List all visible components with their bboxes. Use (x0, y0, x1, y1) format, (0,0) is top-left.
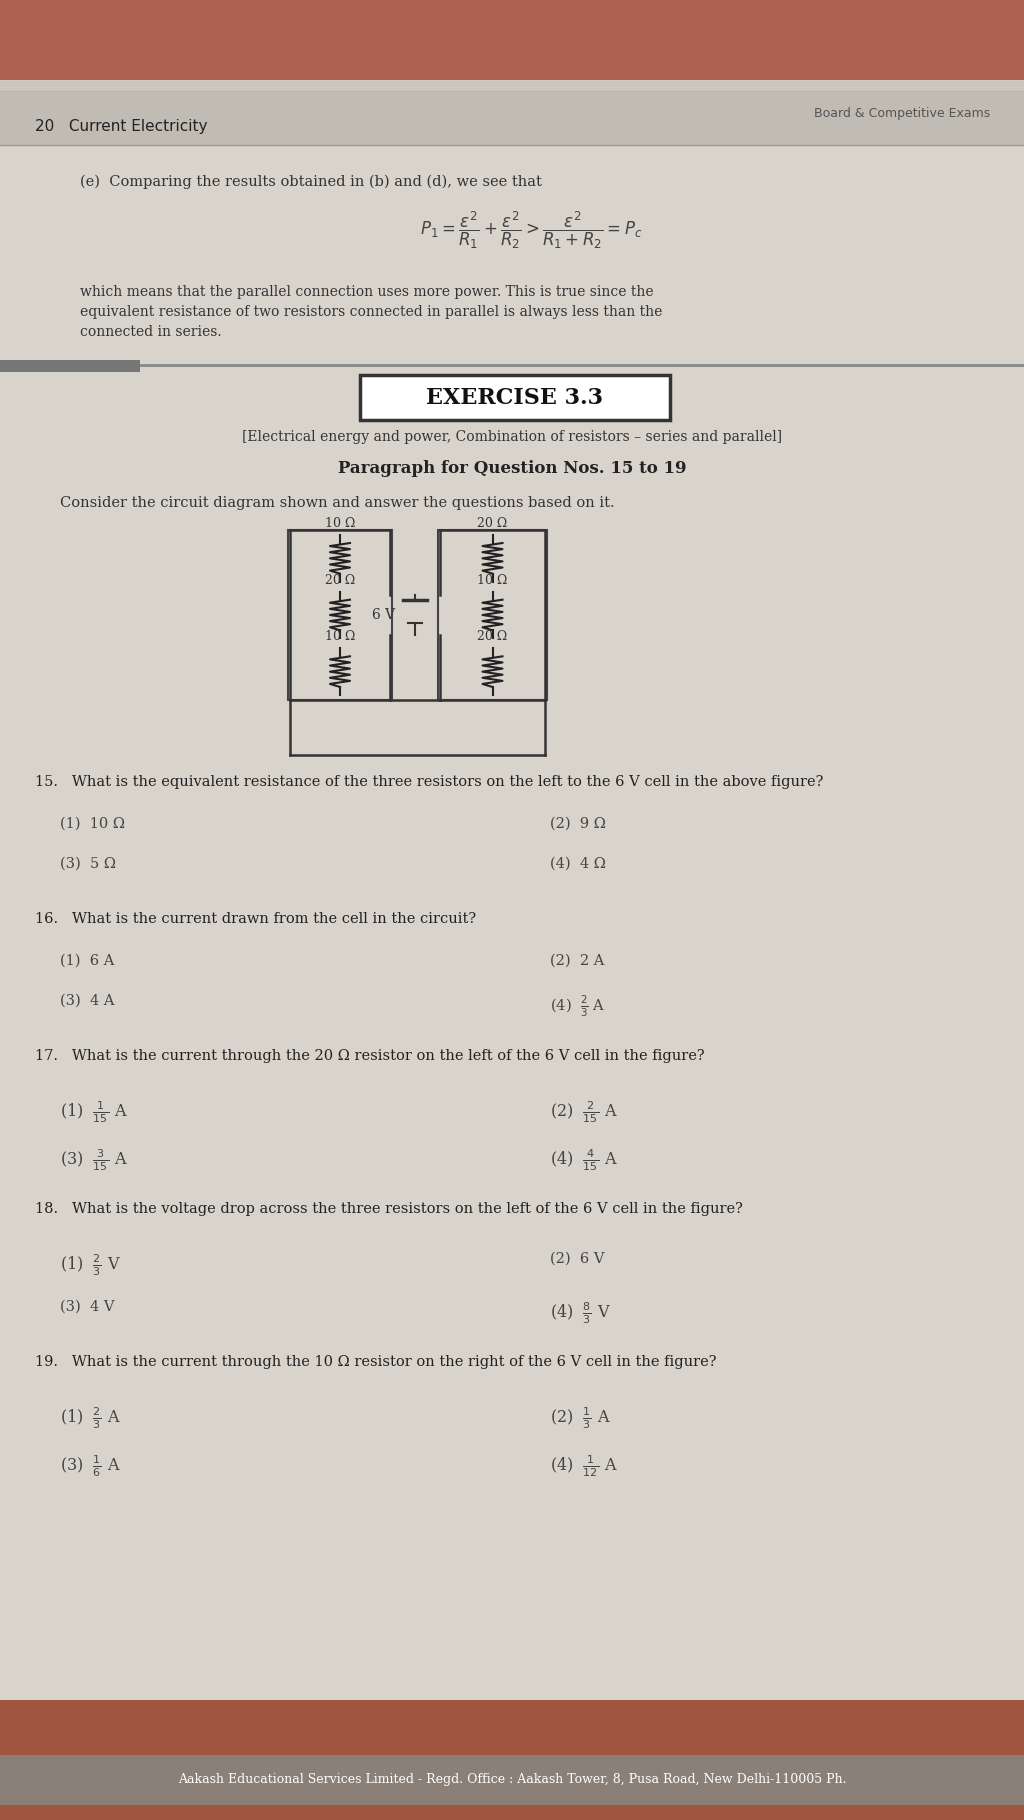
Text: (4)  $\frac{2}{3}$ A: (4) $\frac{2}{3}$ A (550, 994, 606, 1019)
Text: 6 V: 6 V (372, 608, 395, 622)
Bar (0, 87, 1024, 91)
Text: (1)  10 Ω: (1) 10 Ω (60, 817, 125, 832)
Text: (3)  4 V: (3) 4 V (60, 1299, 115, 1314)
Text: (4)  $\frac{1}{12}$ A: (4) $\frac{1}{12}$ A (550, 1452, 617, 1480)
Text: 16.   What is the current drawn from the cell in the circuit?: 16. What is the current drawn from the c… (35, 912, 476, 926)
Text: connected in series.: connected in series. (80, 326, 221, 339)
Text: (4)  4 Ω: (4) 4 Ω (550, 857, 606, 872)
Text: (2)  $\frac{2}{15}$ A: (2) $\frac{2}{15}$ A (550, 1099, 617, 1125)
Text: Paragraph for Question Nos. 15 to 19: Paragraph for Question Nos. 15 to 19 (338, 460, 686, 477)
Bar (0, 1680, 1024, 1820)
Text: (3)  $\frac{1}{6}$ A: (3) $\frac{1}{6}$ A (60, 1452, 121, 1480)
Text: equivalent resistance of two resistors connected in parallel is always less than: equivalent resistance of two resistors c… (80, 306, 663, 318)
Bar (0, 1754, 1024, 1805)
Bar (360, 375, 670, 420)
Text: 17.   What is the current through the 20 Ω resistor on the left of the 6 V cell : 17. What is the current through the 20 Ω… (35, 1048, 705, 1063)
Text: which means that the parallel connection uses more power. This is true since the: which means that the parallel connection… (80, 286, 653, 298)
Text: (4)  $\frac{8}{3}$ V: (4) $\frac{8}{3}$ V (550, 1299, 611, 1325)
Text: (e)  Comparing the results obtained in (b) and (d), we see that: (e) Comparing the results obtained in (b… (80, 175, 542, 189)
Text: 10 Ω: 10 Ω (325, 630, 355, 642)
Text: (1)  $\frac{1}{15}$ A: (1) $\frac{1}{15}$ A (60, 1099, 128, 1125)
Text: (2)  2 A: (2) 2 A (550, 954, 604, 968)
Text: (1)  $\frac{2}{3}$ A: (1) $\frac{2}{3}$ A (60, 1405, 121, 1431)
Text: (4)  $\frac{4}{15}$ A: (4) $\frac{4}{15}$ A (550, 1147, 617, 1172)
Text: [Electrical energy and power, Combination of resistors – series and parallel]: [Electrical energy and power, Combinatio… (242, 430, 782, 444)
Text: 10 Ω: 10 Ω (477, 573, 508, 586)
Text: EXERCISE 3.3: EXERCISE 3.3 (427, 386, 603, 408)
Text: Board & Competitive Exams: Board & Competitive Exams (814, 107, 990, 120)
Bar (0, 80, 1024, 1700)
Text: (3)  $\frac{3}{15}$ A: (3) $\frac{3}{15}$ A (60, 1147, 128, 1172)
Text: 20 Ω: 20 Ω (477, 630, 508, 642)
Text: (2)  $\frac{1}{3}$ A: (2) $\frac{1}{3}$ A (550, 1405, 610, 1431)
Text: 18.   What is the voltage drop across the three resistors on the left of the 6 V: 18. What is the voltage drop across the … (35, 1201, 742, 1216)
Bar (0, 89, 1024, 146)
Bar (0, 80, 1024, 84)
Bar (0, 360, 140, 371)
Text: (2)  6 V: (2) 6 V (550, 1252, 604, 1267)
Bar (0, 86, 1024, 89)
Text: (1)  $\frac{2}{3}$ V: (1) $\frac{2}{3}$ V (60, 1252, 121, 1278)
Text: 20   Current Electricity: 20 Current Electricity (35, 118, 208, 133)
Bar (0, 82, 1024, 86)
Bar (0, 0, 1024, 120)
Text: (3)  5 Ω: (3) 5 Ω (60, 857, 116, 872)
Text: (1)  6 A: (1) 6 A (60, 954, 115, 968)
Text: Aakash Educational Services Limited - Regd. Office : Aakash Tower, 8, Pusa Road,: Aakash Educational Services Limited - Re… (178, 1773, 846, 1787)
Bar (288, 530, 392, 701)
Bar (0, 84, 1024, 87)
Text: 19.   What is the current through the 10 Ω resistor on the right of the 6 V cell: 19. What is the current through the 10 Ω… (35, 1356, 717, 1369)
Text: $P_1 = \dfrac{\varepsilon^2}{R_1} + \dfrac{\varepsilon^2}{R_2} > \dfrac{\varepsi: $P_1 = \dfrac{\varepsilon^2}{R_1} + \dfr… (420, 209, 642, 251)
Text: 20 Ω: 20 Ω (477, 517, 508, 530)
Bar (438, 530, 547, 701)
Text: (2)  9 Ω: (2) 9 Ω (550, 817, 606, 832)
Text: (3)  4 A: (3) 4 A (60, 994, 115, 1008)
Text: Consider the circuit diagram shown and answer the questions based on it.: Consider the circuit diagram shown and a… (60, 497, 614, 510)
Text: 15.   What is the equivalent resistance of the three resistors on the left to th: 15. What is the equivalent resistance of… (35, 775, 823, 790)
Text: 20 Ω: 20 Ω (325, 573, 355, 586)
Text: 10 Ω: 10 Ω (325, 517, 355, 530)
